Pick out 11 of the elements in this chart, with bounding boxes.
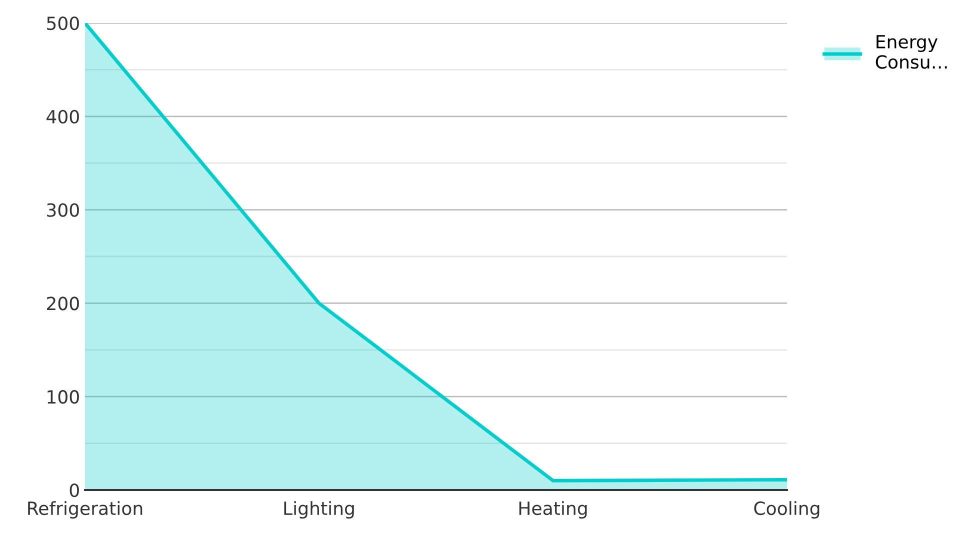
y-tick-label: 0 [70, 483, 79, 498]
x-tick-label: Lighting [284, 501, 354, 519]
y-tick-label: 200 [47, 296, 79, 310]
y-tick-label: 100 [48, 390, 79, 404]
legend-label: Energy Consu… [876, 35, 947, 69]
x-tick-label: Refrigeration [28, 501, 142, 519]
y-tick-label: 500 [47, 16, 79, 30]
x-tick-label: Cooling [754, 501, 820, 519]
y-tick-label: 400 [46, 110, 79, 124]
y-tick-label: 300 [47, 203, 79, 217]
x-tick-label: Heating [519, 501, 587, 519]
